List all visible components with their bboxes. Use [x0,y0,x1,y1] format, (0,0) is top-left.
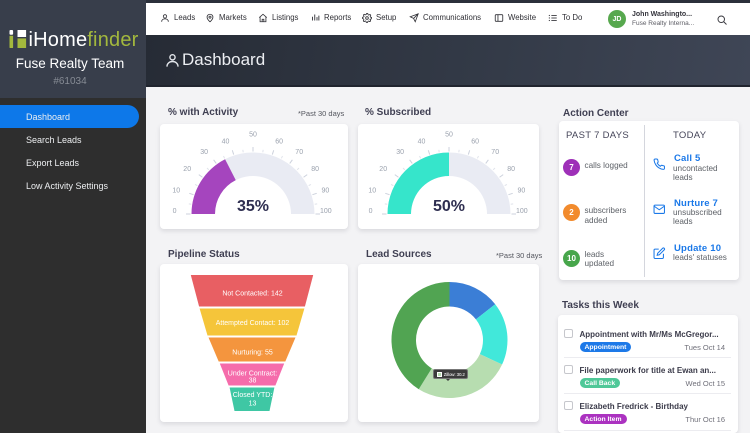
svg-text:Under Contract:: Under Contract: [228,370,277,377]
svg-text:10: 10 [172,188,180,195]
svg-text:Not Contacted: 142: Not Contacted: 142 [222,291,282,298]
svg-text:Closed YTD:: Closed YTD: [233,392,273,399]
svg-text:50%: 50% [433,198,465,215]
svg-text:60: 60 [275,138,283,145]
svg-text:50: 50 [445,132,453,139]
svg-text:10: 10 [368,188,376,195]
svg-text:20: 20 [183,166,191,173]
svg-text:100: 100 [516,208,528,215]
svg-text:0: 0 [173,208,177,215]
svg-text:Nurturing: 55: Nurturing: 55 [232,350,273,357]
svg-text:80: 80 [311,166,319,173]
svg-text:35%: 35% [237,198,269,215]
svg-text:70: 70 [491,149,499,156]
svg-text:Attempted Contact: 102: Attempted Contact: 102 [216,320,290,327]
svg-text:90: 90 [322,188,330,195]
svg-text:100: 100 [320,208,332,215]
svg-text:40: 40 [418,138,426,145]
svg-text:80: 80 [507,166,515,173]
svg-text:0: 0 [369,208,373,215]
svg-text:40: 40 [222,138,230,145]
svg-text:38: 38 [249,378,257,385]
svg-text:30: 30 [200,149,208,156]
svg-text:90: 90 [518,188,526,195]
svg-text:50: 50 [249,132,257,139]
svg-text:20: 20 [379,166,387,173]
svg-text:70: 70 [295,149,303,156]
svg-text:13: 13 [249,401,257,408]
svg-text:60: 60 [471,138,479,145]
svg-text:30: 30 [396,149,404,156]
